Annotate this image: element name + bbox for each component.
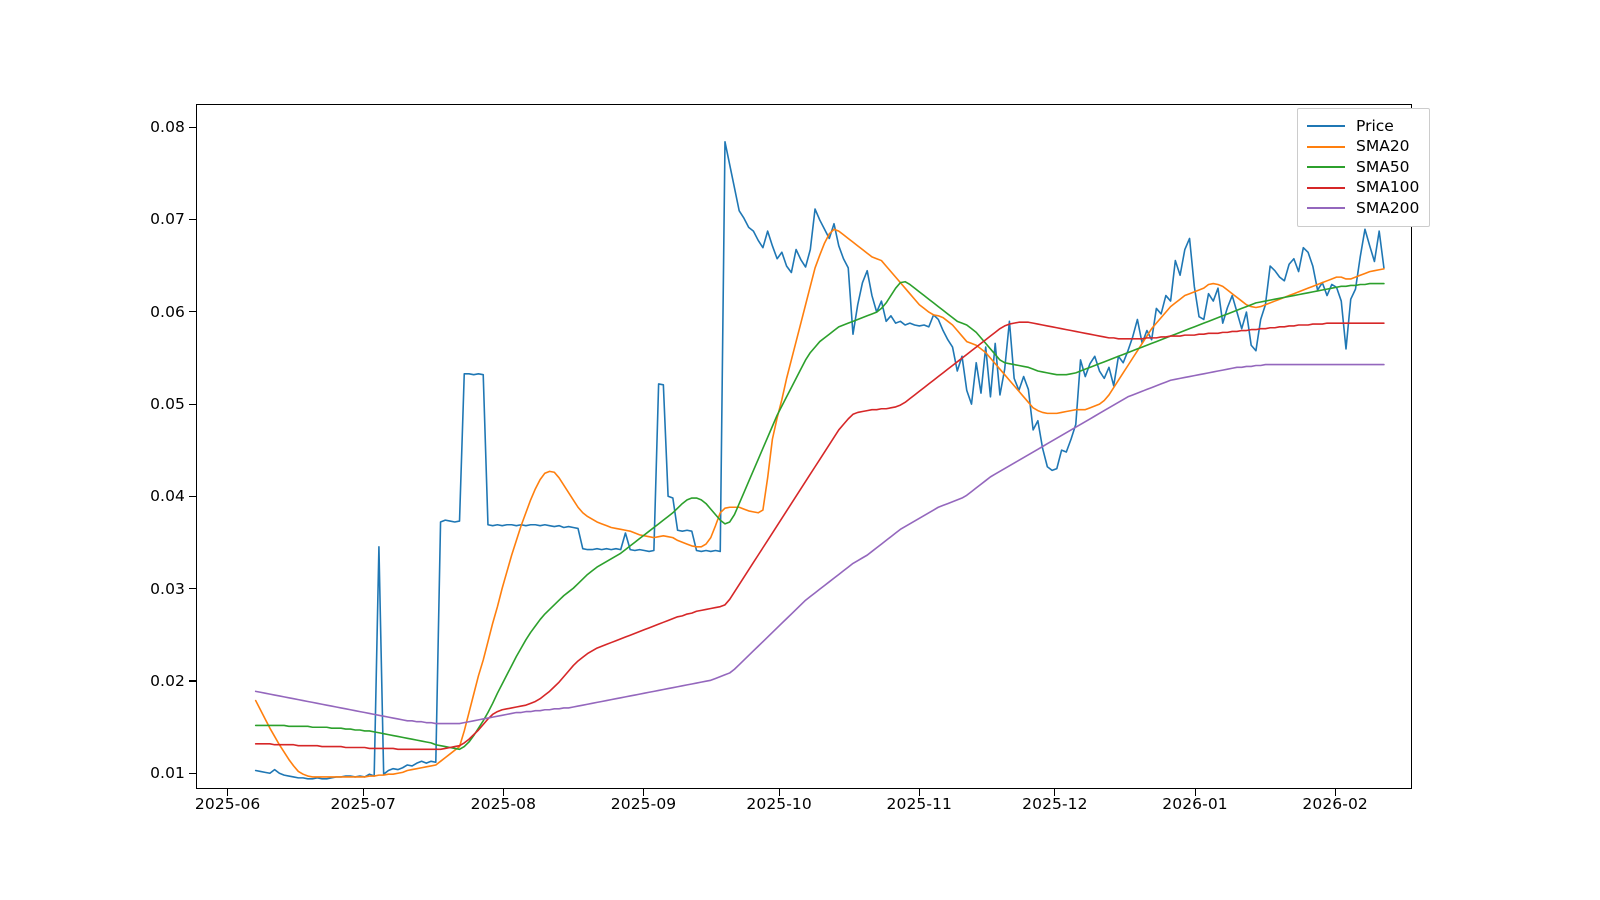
- legend-label: SMA200: [1356, 198, 1420, 217]
- legend-item-price[interactable]: Price: [1307, 116, 1419, 137]
- x-tick-label: 2025-12: [1022, 795, 1088, 813]
- legend-item-sma20[interactable]: SMA20: [1307, 137, 1419, 158]
- series-line-price: [256, 142, 1384, 779]
- series-canvas: [197, 105, 1411, 788]
- legend-label: SMA100: [1356, 178, 1420, 196]
- series-line-sma200: [256, 365, 1384, 724]
- legend-item-sma50[interactable]: SMA50: [1307, 157, 1419, 178]
- x-tick-mark: [362, 789, 364, 796]
- legend-swatch-sma20: [1307, 145, 1345, 148]
- y-tick-label: 0.01: [150, 764, 185, 783]
- x-tick-label: 2026-02: [1302, 795, 1368, 813]
- x-tick-mark: [1054, 789, 1056, 796]
- x-tick-label: 2025-10: [746, 795, 812, 813]
- x-tick-mark: [918, 789, 920, 796]
- legend: Price SMA20 SMA50 SMA100 SMA200: [1297, 108, 1431, 227]
- y-tick-label: 0.03: [150, 579, 185, 598]
- legend-item-sma100[interactable]: SMA100: [1307, 178, 1419, 199]
- y-tick-label: 0.07: [150, 210, 185, 229]
- x-tick-label: 2026-01: [1162, 795, 1228, 813]
- x-tick-label: 2025-06: [194, 795, 261, 813]
- y-tick-mark: [189, 680, 196, 682]
- series-line-sma100: [256, 322, 1384, 749]
- y-tick-mark: [189, 126, 196, 128]
- y-tick-mark: [189, 772, 196, 774]
- y-tick-mark: [189, 495, 196, 497]
- legend-item-sma200[interactable]: SMA200: [1307, 198, 1419, 219]
- x-tick-label: 2025-11: [886, 795, 952, 813]
- x-tick-mark: [502, 789, 504, 796]
- y-tick-mark: [189, 403, 196, 405]
- y-tick-label: 0.06: [150, 302, 185, 321]
- y-tick-label: 0.02: [150, 671, 185, 690]
- y-tick-mark: [189, 588, 196, 590]
- y-tick-label: 0.08: [150, 118, 185, 137]
- x-tick-mark: [1194, 789, 1196, 796]
- x-tick-label: 2025-09: [610, 795, 677, 813]
- series-line-sma50: [256, 282, 1384, 750]
- y-tick-label: 0.05: [150, 395, 185, 414]
- plot-area: [196, 104, 1412, 789]
- y-tick-label: 0.04: [150, 487, 185, 506]
- x-tick-mark: [227, 789, 229, 796]
- legend-label: SMA20: [1356, 137, 1410, 155]
- x-tick-label: 2025-07: [330, 795, 396, 813]
- x-tick-mark: [778, 789, 780, 796]
- series-line-sma20: [256, 229, 1384, 777]
- y-tick-mark: [189, 311, 196, 313]
- x-tick-mark: [1334, 789, 1336, 796]
- legend-swatch-sma50: [1307, 166, 1345, 169]
- x-tick-label: 2025-08: [470, 795, 537, 813]
- legend-swatch-sma200: [1307, 207, 1345, 210]
- legend-swatch-sma100: [1307, 186, 1345, 189]
- legend-label: SMA50: [1356, 157, 1410, 176]
- legend-swatch-price: [1307, 125, 1345, 128]
- legend-label: Price: [1356, 116, 1394, 135]
- y-tick-mark: [189, 218, 196, 220]
- x-tick-mark: [643, 789, 645, 796]
